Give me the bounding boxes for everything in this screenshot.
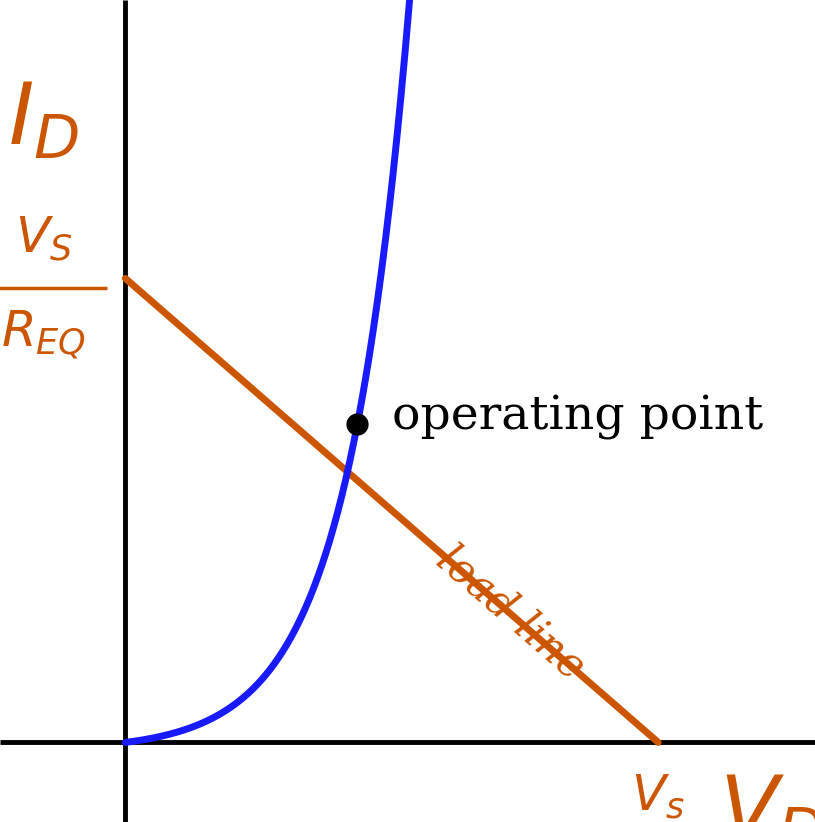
Text: $\mathit{V}_{\mathit{S}}$: $\mathit{V}_{\mathit{S}}$ [15,214,73,263]
Text: $\mathit{V}_{\mathit{D}}$: $\mathit{V}_{\mathit{D}}$ [719,773,815,822]
Text: $\mathit{R}_{\mathit{EQ}}$: $\mathit{R}_{\mathit{EQ}}$ [2,309,86,361]
Text: load line: load line [429,538,593,688]
Text: operating point: operating point [392,395,763,441]
Text: $\mathit{I}_{\mathit{D}}$: $\mathit{I}_{\mathit{D}}$ [8,80,79,163]
Text: $\mathit{V}_{\mathit{s}}$: $\mathit{V}_{\mathit{s}}$ [632,773,685,822]
